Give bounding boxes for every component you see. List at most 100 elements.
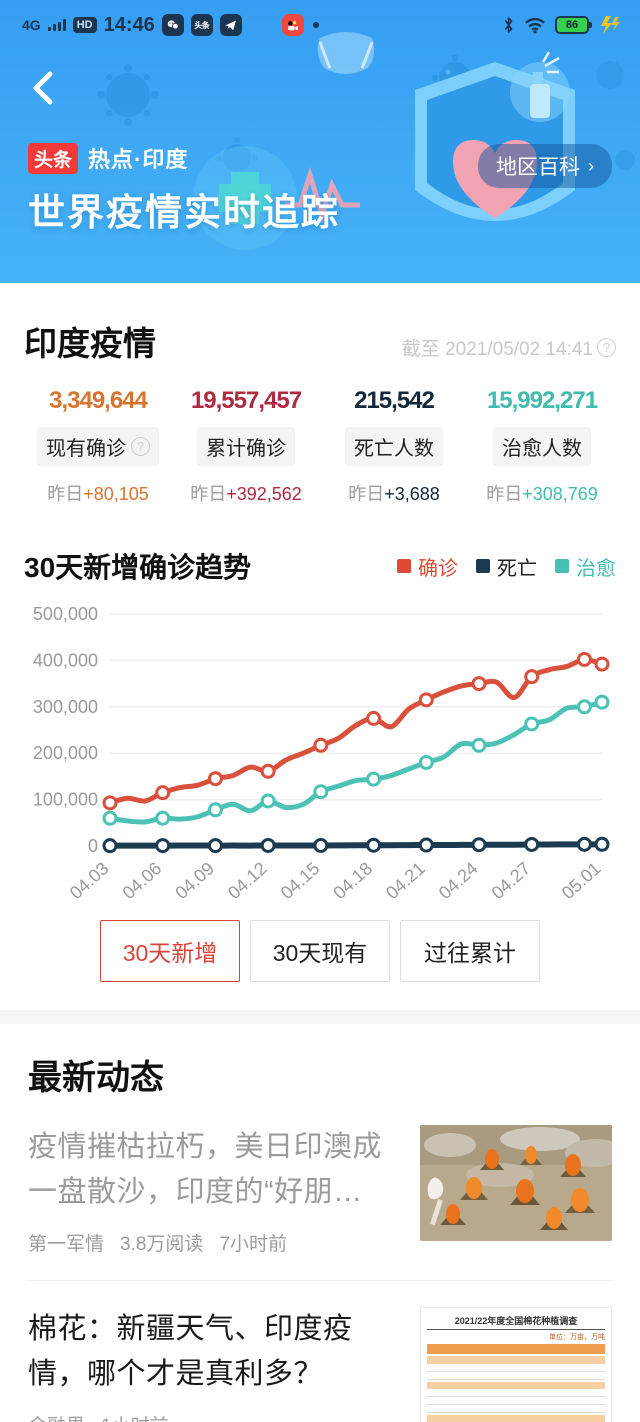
news-heading: 最新动态 bbox=[28, 1059, 164, 1097]
stat-label: 累计确诊 bbox=[206, 438, 286, 460]
chart-mode-tabs: 30天新增 30天现有 过往累计 bbox=[0, 920, 640, 982]
news-title[interactable]: 疫情摧枯拉朽，美日印澳成一盘散沙，印度的“好朋… bbox=[28, 1131, 383, 1208]
stat-card-cured: 15,992,271 治愈人数 昨日+308,769 bbox=[468, 387, 616, 506]
trend-chart-section: 30天新增确诊趋势 确诊 死亡 治愈 0 100,000 200,000 300,00… bbox=[0, 506, 640, 906]
chart-title: 30天新增确诊趋势 bbox=[24, 552, 252, 583]
svg-text:04.03: 04.03 bbox=[66, 858, 113, 903]
delta-value: +3,688 bbox=[384, 484, 440, 504]
stat-label: 治愈人数 bbox=[502, 438, 582, 460]
section-divider-band bbox=[0, 1010, 640, 1024]
back-button[interactable] bbox=[26, 68, 60, 108]
legend-swatch bbox=[555, 559, 569, 573]
wifi-icon bbox=[525, 17, 545, 33]
signal-icon bbox=[47, 19, 66, 31]
shield-heart-icon bbox=[415, 62, 575, 221]
news-source: 金融界 bbox=[28, 1411, 85, 1422]
news-thumbnail-cotton-table: 2021/22年度全国棉花种植调查 单位：万亩，万吨 bbox=[420, 1306, 612, 1422]
battery-icon: 86 bbox=[555, 16, 592, 34]
news-time: 1小时前 bbox=[101, 1411, 169, 1422]
news-thumbnail-pyres bbox=[420, 1125, 612, 1241]
charging-icon bbox=[601, 16, 620, 34]
news-source: 第一军情 bbox=[28, 1233, 105, 1255]
stat-value: 19,557,457 bbox=[190, 387, 302, 414]
delta-value: +80,105 bbox=[83, 484, 149, 504]
legend-label: 治愈 bbox=[576, 557, 616, 580]
table-header-band bbox=[427, 1343, 605, 1354]
news-item[interactable]: 棉花：新疆天气、印度疫情，哪个才是真利多？ 金融界 1小时前 2021/22年度… bbox=[28, 1281, 612, 1422]
svg-text:04.24: 04.24 bbox=[435, 858, 482, 903]
stat-label-chip: 死亡人数 bbox=[345, 427, 443, 466]
svg-text:04.06: 04.06 bbox=[119, 858, 166, 903]
help-icon[interactable]: ? bbox=[131, 437, 150, 456]
bluetooth-icon bbox=[504, 17, 513, 33]
legend-label: 确诊 bbox=[418, 557, 458, 580]
svg-text:05.01: 05.01 bbox=[558, 858, 605, 903]
news-divider bbox=[28, 1279, 612, 1281]
news-meta: 第一军情 3.8万阅读 7小时前 bbox=[28, 1215, 402, 1256]
help-icon[interactable]: ? bbox=[597, 338, 616, 357]
stats-section: 印度疫情 截至 2021/05/02 14:41 ? 3,349,644 现有确… bbox=[0, 283, 640, 506]
stat-label-chip: 累计确诊 bbox=[197, 427, 295, 466]
status-bar: 4G HD 14:46 头条 86 bbox=[0, 0, 640, 44]
virus-icon bbox=[97, 64, 159, 126]
header-banner: 4G HD 14:46 头条 86 bbox=[0, 0, 640, 283]
trend-line-chart[interactable]: 0 100,000 200,000 300,000 400,000 500,000 04.0… bbox=[24, 596, 616, 906]
tab-30day-existing[interactable]: 30天现有 bbox=[250, 920, 390, 982]
table-header-band bbox=[427, 1355, 605, 1364]
svg-text:04.27: 04.27 bbox=[488, 858, 535, 903]
news-read-count: 3.8万阅读 bbox=[120, 1233, 204, 1255]
svg-text:300,000: 300,000 bbox=[33, 697, 98, 717]
delta-value: +392,562 bbox=[226, 484, 302, 504]
kuaishou-icon bbox=[281, 14, 304, 36]
svg-text:04.15: 04.15 bbox=[277, 858, 324, 903]
stat-label: 死亡人数 bbox=[354, 438, 434, 460]
toutiao-icon: 头条 bbox=[190, 14, 213, 36]
network-type: 4G bbox=[22, 17, 41, 33]
stat-label: 现有确诊 bbox=[46, 438, 126, 460]
notification-dot bbox=[312, 22, 319, 28]
thumb-table-unit: 单位：万亩，万吨 bbox=[549, 1333, 605, 1341]
news-title[interactable]: 棉花：新疆天气、印度疫情，哪个才是真利多？ bbox=[28, 1312, 353, 1390]
legend-swatch bbox=[397, 559, 411, 573]
toutiao-brand-badge: 头条 bbox=[28, 142, 79, 174]
chevron-right-icon: › bbox=[588, 155, 594, 176]
stat-card-active: 3,349,644 现有确诊? 昨日+80,105 bbox=[24, 387, 172, 506]
legend-deaths: 死亡 bbox=[476, 552, 537, 581]
svg-text:100,000: 100,000 bbox=[33, 790, 98, 810]
legend-cured: 治愈 bbox=[555, 552, 616, 581]
region-wiki-button[interactable]: 地区百科 › bbox=[478, 144, 612, 188]
telegram-icon bbox=[219, 14, 242, 36]
svg-text:200,000: 200,000 bbox=[33, 743, 98, 763]
thumb-table-title: 2021/22年度全国棉花种植调查 bbox=[427, 1314, 605, 1330]
svg-text:400,000: 400,000 bbox=[33, 650, 98, 670]
tab-30day-new[interactable]: 30天新增 bbox=[100, 920, 240, 982]
banner-topic: 热点·印度 bbox=[88, 147, 189, 172]
stat-value: 3,349,644 bbox=[49, 387, 148, 414]
region-wiki-label: 地区百科 bbox=[496, 156, 580, 179]
delta-prefix: 昨日 bbox=[486, 484, 523, 504]
legend-label: 死亡 bbox=[497, 557, 537, 580]
banner-title: 世界疫情实时追踪 bbox=[28, 192, 340, 233]
svg-text:04.09: 04.09 bbox=[171, 858, 218, 903]
country-title: 印度疫情 bbox=[24, 325, 156, 362]
virus-icon bbox=[431, 54, 479, 102]
status-time: 14:46 bbox=[103, 13, 155, 36]
svg-text:500,000: 500,000 bbox=[33, 604, 98, 624]
spray-icon bbox=[510, 51, 570, 122]
news-item[interactable]: 疫情摧枯拉朽，美日印澳成一盘散沙，印度的“好朋… 第一军情 3.8万阅读 7小时… bbox=[28, 1099, 612, 1280]
svg-text:0: 0 bbox=[88, 836, 98, 856]
legend-confirmed: 确诊 bbox=[397, 552, 458, 581]
stat-label-chip: 现有确诊? bbox=[37, 427, 159, 466]
news-time: 7小时前 bbox=[219, 1233, 288, 1255]
svg-text:04.21: 04.21 bbox=[382, 858, 429, 903]
stat-label-chip: 治愈人数 bbox=[493, 427, 591, 466]
news-section: 最新动态 疫情摧枯拉朽，美日印澳成一盘散沙，印度的“好朋… 第一军情 3.8万阅… bbox=[0, 1024, 640, 1422]
chart-legend: 确诊 死亡 治愈 bbox=[397, 552, 616, 581]
stat-card-cumulative: 19,557,457 累计确诊 昨日+392,562 bbox=[172, 387, 320, 506]
svg-text:04.18: 04.18 bbox=[329, 858, 376, 903]
delta-prefix: 昨日 bbox=[190, 484, 227, 504]
stat-value: 215,542 bbox=[354, 387, 435, 414]
svg-text:04.12: 04.12 bbox=[224, 858, 271, 903]
tab-past-cumulative[interactable]: 过往累计 bbox=[400, 920, 540, 982]
wechat-icon bbox=[161, 14, 184, 36]
